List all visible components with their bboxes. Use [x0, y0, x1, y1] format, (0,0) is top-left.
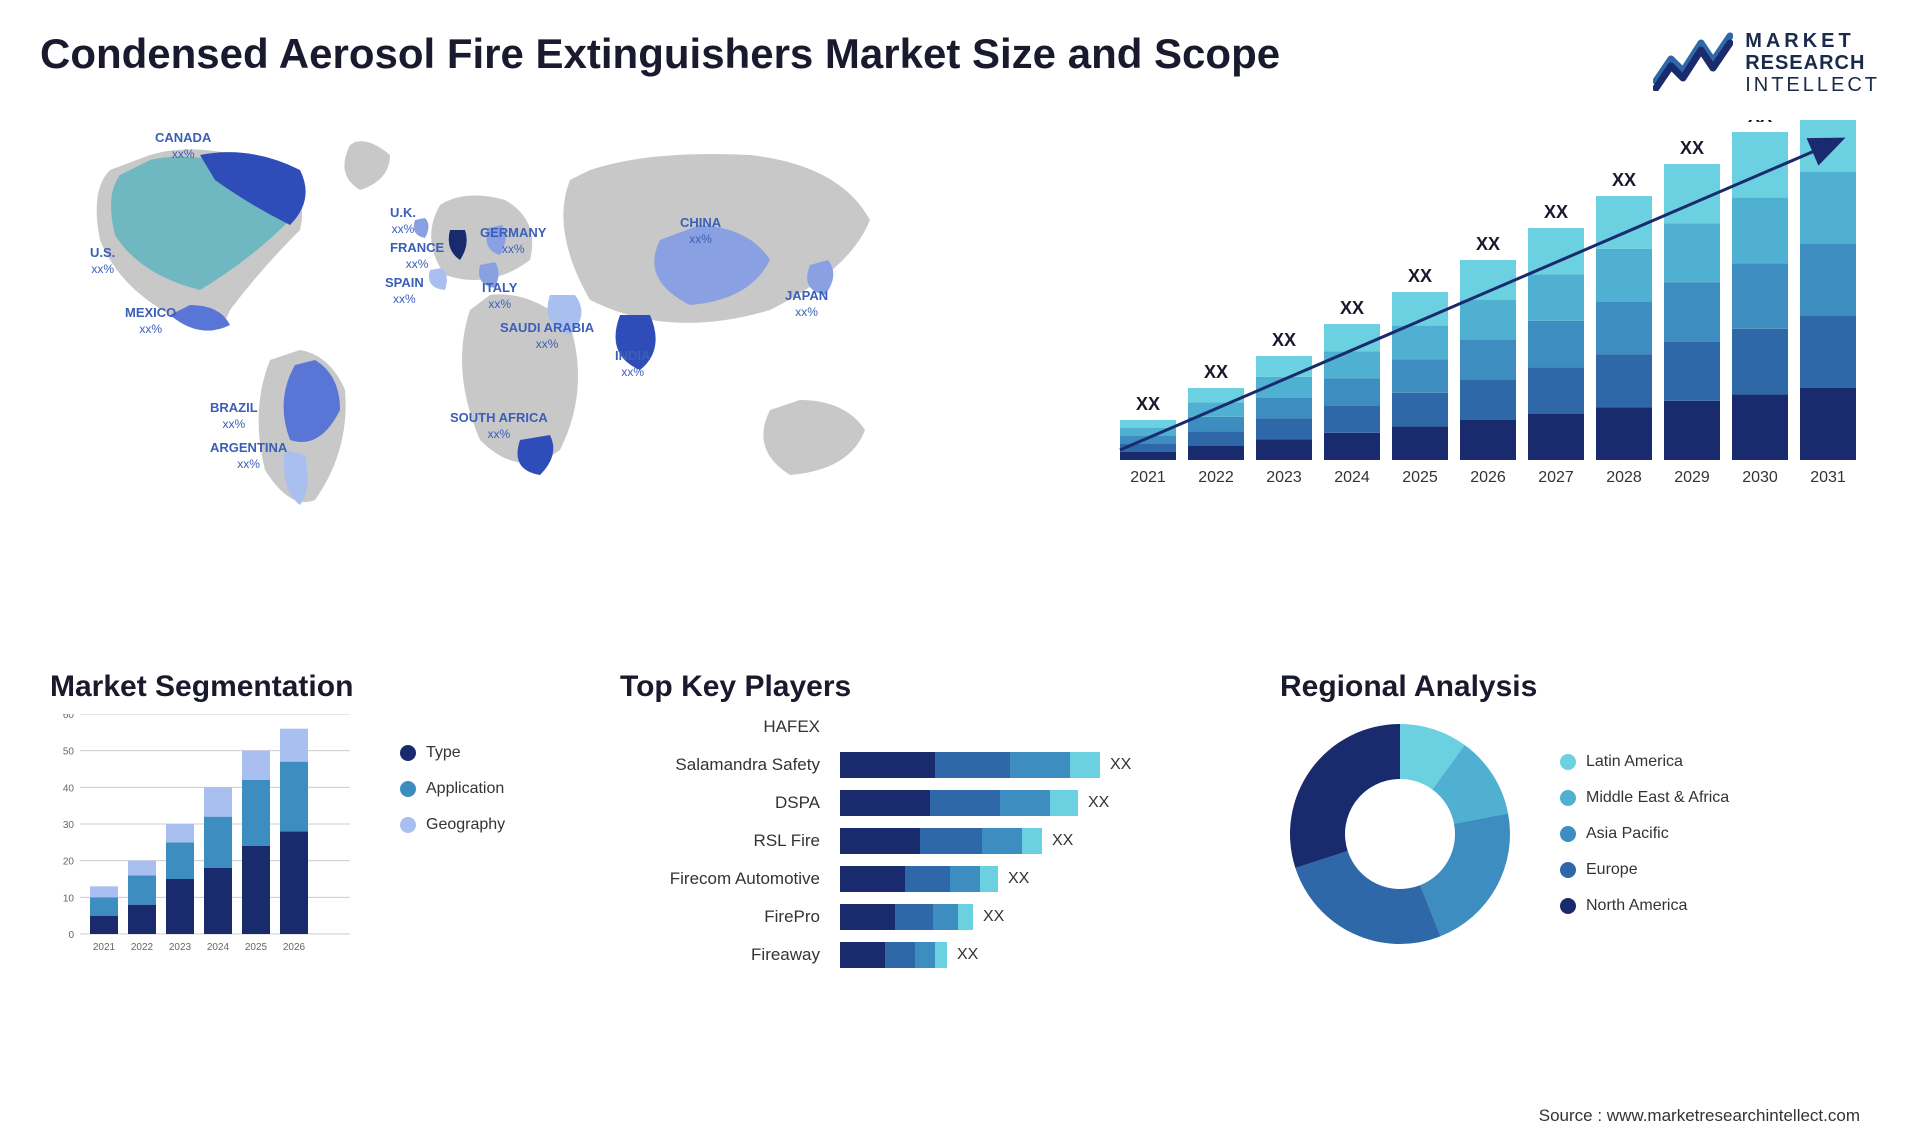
segmentation-chart: 0 10 20 30 40 50 60 2021 2022 2023 2024 2025 2026 [50, 714, 360, 974]
player-bar-row: XX [840, 904, 1131, 930]
key-players-title: Top Key Players [620, 670, 1260, 704]
svg-text:2021: 2021 [93, 942, 116, 953]
svg-text:2025: 2025 [1402, 469, 1438, 486]
legend-item: Type [400, 744, 505, 762]
logo-line1: MARKET [1745, 30, 1880, 52]
svg-text:XX: XX [1612, 170, 1636, 190]
svg-text:XX: XX [1408, 266, 1432, 286]
svg-text:2021: 2021 [1130, 469, 1166, 486]
svg-text:2022: 2022 [131, 942, 154, 953]
player-label: Salamandra Safety [620, 752, 820, 778]
player-label: RSL Fire [620, 828, 820, 854]
legend-item: Asia Pacific [1560, 825, 1729, 843]
world-map: CANADAxx% U.S.xx% MEXICOxx% BRAZILxx% ARGENT… [50, 110, 950, 530]
player-bar-row: XX [840, 828, 1131, 854]
map-label: ITALYxx% [482, 280, 517, 311]
legend-item: Latin America [1560, 753, 1729, 771]
player-bar-row: XX [840, 866, 1131, 892]
market-segmentation: Market Segmentation 0 10 20 30 40 50 60 2021 202… [50, 670, 590, 1010]
key-players: Top Key Players HAFEX Salamandra Safety DS… [620, 670, 1260, 1010]
svg-text:2026: 2026 [283, 942, 306, 953]
svg-text:10: 10 [63, 893, 75, 904]
svg-text:0: 0 [68, 930, 74, 941]
player-bar-row: XX [840, 790, 1131, 816]
svg-text:XX: XX [1340, 298, 1364, 318]
key-players-bars: XX XX XX XX XX XX [840, 714, 1131, 968]
svg-text:30: 30 [63, 820, 75, 831]
svg-text:2023: 2023 [169, 942, 192, 953]
player-label: Firecom Automotive [620, 866, 820, 892]
player-bar-row [840, 714, 1131, 740]
svg-text:XX: XX [1476, 234, 1500, 254]
svg-text:2024: 2024 [207, 942, 230, 953]
svg-text:2031: 2031 [1810, 469, 1846, 486]
regional-analysis: Regional Analysis Latin America Middle Ea… [1280, 670, 1840, 1010]
logo-line2: RESEARCH [1745, 52, 1880, 74]
map-label: SPAINxx% [385, 275, 424, 306]
regional-title: Regional Analysis [1280, 670, 1840, 704]
svg-text:XX: XX [1680, 138, 1704, 158]
key-players-labels: HAFEX Salamandra Safety DSPA RSL Fire Fireco… [620, 714, 820, 968]
segmentation-title: Market Segmentation [50, 670, 590, 704]
svg-text:2024: 2024 [1334, 469, 1370, 486]
map-label: BRAZILxx% [210, 400, 258, 431]
map-label: INDIAxx% [615, 348, 650, 379]
legend-item: Europe [1560, 861, 1729, 879]
svg-text:2030: 2030 [1742, 469, 1778, 486]
legend-item: Middle East & Africa [1560, 789, 1729, 807]
map-label: U.K.xx% [390, 205, 416, 236]
segmentation-legend: Type Application Geography [400, 744, 505, 974]
regional-donut [1280, 714, 1520, 954]
player-bar-row: XX [840, 942, 1131, 968]
player-label: DSPA [620, 790, 820, 816]
growth-chart: XX 2021 XX 2022 XX 2023 XX 2024 XX 2025 XX 2026 XX 20… [1100, 120, 1860, 500]
header: Condensed Aerosol Fire Extinguishers Mar… [40, 30, 1880, 96]
map-label: SAUDI ARABIAxx% [500, 320, 594, 351]
svg-text:2025: 2025 [245, 942, 268, 953]
brand-logo: MARKET RESEARCH INTELLECT [1653, 30, 1880, 96]
map-label: JAPANxx% [785, 288, 828, 319]
map-label: U.S.xx% [90, 245, 115, 276]
legend-item: North America [1560, 897, 1729, 915]
svg-text:2028: 2028 [1606, 469, 1642, 486]
map-label: CANADAxx% [155, 130, 211, 161]
page-title: Condensed Aerosol Fire Extinguishers Mar… [40, 30, 1280, 78]
source-text: Source : www.marketresearchintellect.com [1539, 1106, 1860, 1126]
map-label: GERMANYxx% [480, 225, 546, 256]
svg-text:2026: 2026 [1470, 469, 1506, 486]
svg-text:XX: XX [1544, 202, 1568, 222]
legend-item: Application [400, 780, 505, 798]
map-label: ARGENTINAxx% [210, 440, 287, 471]
player-label: HAFEX [620, 714, 820, 740]
map-label: FRANCExx% [390, 240, 444, 271]
player-label: Fireaway [620, 942, 820, 968]
svg-text:50: 50 [63, 747, 75, 758]
svg-text:20: 20 [63, 857, 75, 868]
player-label: FirePro [620, 904, 820, 930]
svg-text:2022: 2022 [1198, 469, 1234, 486]
svg-text:2027: 2027 [1538, 469, 1574, 486]
svg-text:2023: 2023 [1266, 469, 1302, 486]
player-bar-row: XX [840, 752, 1131, 778]
logo-icon [1653, 31, 1733, 96]
map-label: SOUTH AFRICAxx% [450, 410, 548, 441]
svg-text:2029: 2029 [1674, 469, 1710, 486]
svg-text:60: 60 [63, 714, 75, 721]
svg-text:XX: XX [1204, 362, 1228, 382]
svg-text:XX: XX [1272, 330, 1296, 350]
svg-text:40: 40 [63, 783, 75, 794]
svg-text:XX: XX [1748, 120, 1772, 126]
svg-text:XX: XX [1136, 394, 1160, 414]
regional-legend: Latin America Middle East & Africa Asia Pa… [1560, 753, 1729, 915]
legend-item: Geography [400, 816, 505, 834]
map-label: CHINAxx% [680, 215, 721, 246]
map-label: MEXICOxx% [125, 305, 176, 336]
logo-line3: INTELLECT [1745, 74, 1880, 96]
